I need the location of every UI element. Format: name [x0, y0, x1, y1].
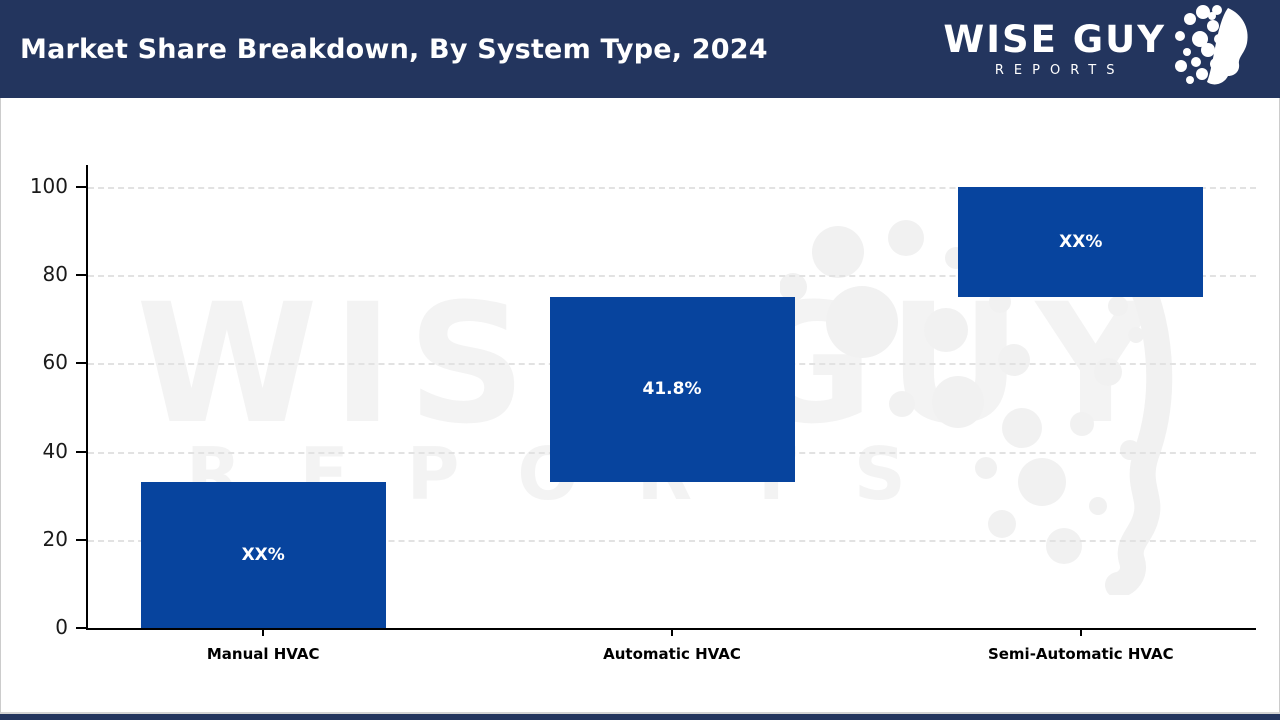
bar-value-label: XX%	[1059, 232, 1103, 253]
gridline-80	[88, 275, 1256, 278]
y-tick-label-0: 0	[55, 614, 68, 639]
y-tick-label-100: 100	[29, 173, 68, 198]
y-tick-mark-100	[76, 186, 88, 189]
bar-value-label: XX%	[241, 544, 285, 565]
bar-value-label: 41.8%	[642, 379, 702, 400]
brand-name: WISE GUY	[943, 17, 1166, 61]
brand-logo-text: WISE GUY REPORTS	[943, 21, 1166, 78]
y-tick-mark-60	[76, 362, 88, 365]
gridline-20	[88, 539, 1256, 542]
y-tick-mark-20	[76, 538, 88, 541]
x-tick-mark	[262, 628, 265, 636]
plot-area: 0 20 40 60 80 100 XX% Manual HVAC 41.8% Automatic…	[30, 165, 1256, 663]
x-category-label: Automatic HVAC	[603, 645, 741, 663]
watermark-face-dots-icon	[779, 205, 1210, 599]
y-tick-mark-0	[76, 627, 88, 629]
y-tick-label-20: 20	[42, 526, 68, 551]
dotted-face-logo-icon	[1170, 4, 1254, 94]
y-tick-label-60: 60	[42, 350, 68, 375]
y-tick-label-40: 40	[42, 438, 68, 463]
bar-segment: XX%	[140, 481, 386, 628]
x-category-label: Manual HVAC	[206, 645, 320, 663]
footer-accent-bar	[0, 714, 1280, 720]
brand-logo: WISE GUY REPORTS	[943, 4, 1254, 94]
x-tick-mark	[671, 628, 673, 636]
x-axis-line	[86, 628, 1256, 630]
x-category-label: Semi-Automatic HVAC	[987, 645, 1174, 663]
bar-segment: XX%	[958, 187, 1204, 298]
bar-segment: 41.8%	[549, 297, 795, 482]
y-tick-mark-80	[76, 274, 88, 277]
y-axis-line	[86, 165, 88, 630]
header-bar: Market Share Breakdown, By System Type, …	[0, 0, 1280, 98]
x-tick-mark	[1079, 628, 1082, 636]
y-tick-mark-40	[76, 450, 88, 453]
brand-subname: REPORTS	[994, 62, 1125, 78]
y-tick-label-80: 80	[42, 262, 68, 287]
page-title: Market Share Breakdown, By System Type, …	[20, 33, 768, 65]
gridline-100	[88, 187, 1256, 190]
